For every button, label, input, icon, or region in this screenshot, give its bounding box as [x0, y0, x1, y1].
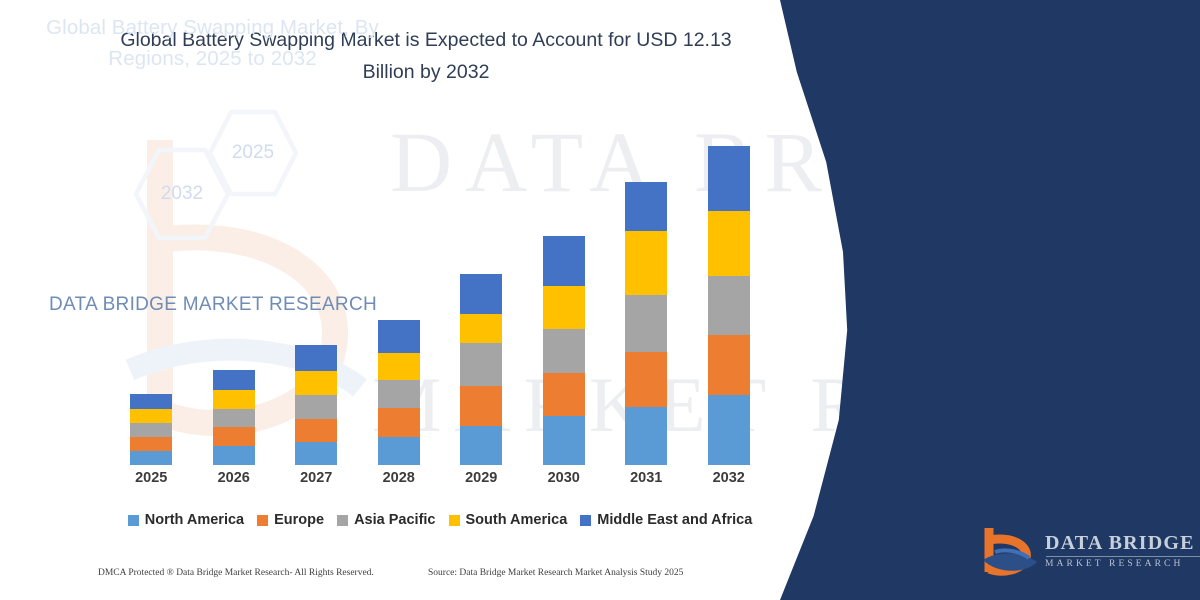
segment-north-america [542, 415, 585, 465]
x-tick-2027: 2027 [300, 470, 333, 486]
hexagon-2025: 2025 [206, 108, 300, 198]
segment-middle-east-and-africa [295, 344, 338, 372]
logo-mark-icon [981, 524, 1041, 578]
segment-europe [295, 418, 338, 443]
segment-north-america [625, 406, 668, 465]
segment-north-america [212, 446, 255, 465]
segment-south-america [625, 231, 668, 295]
segment-middle-east-and-africa [542, 236, 585, 286]
x-tick-2031: 2031 [630, 470, 663, 486]
segment-south-america [377, 352, 420, 381]
right-panel-title: Global Battery Swapping Market, By Regio… [46, 16, 379, 70]
hexagon-2025-label: 2025 [231, 142, 275, 163]
hexagon-2032: 2032 [132, 146, 232, 242]
segment-south-america [212, 389, 255, 410]
x-tick-2029: 2029 [465, 470, 498, 486]
segment-europe [625, 351, 668, 407]
segment-middle-east-and-africa [130, 394, 173, 409]
segment-north-america [130, 450, 173, 465]
legend-label: South America [465, 512, 568, 528]
x-axis-tick-labels: 2025 2026 2027 2028 2029 2030 2031 2032 [110, 470, 770, 496]
segment-asia-pacific [295, 394, 338, 419]
bar-2026[interactable] [212, 370, 255, 465]
logo-b-icon [983, 528, 1037, 576]
segment-north-america [295, 442, 338, 465]
right-panel-background [780, 0, 1200, 600]
legend-item-middle-east-and-africa[interactable]: Middle East and Africa [580, 512, 752, 528]
segment-asia-pacific [542, 328, 585, 373]
segment-asia-pacific [625, 294, 668, 352]
x-tick-2032: 2032 [712, 470, 745, 486]
chart-legend: North America Europe Asia Pacific South Ame… [110, 512, 770, 528]
x-tick-2028: 2028 [382, 470, 415, 486]
hexagon-outline-icon [207, 109, 299, 197]
x-tick-2025: 2025 [135, 470, 168, 486]
hexagon-2032-label: 2032 [160, 183, 204, 204]
segment-south-america [130, 408, 173, 423]
segment-asia-pacific [212, 409, 255, 428]
hexagon-group: 2025 2032 [120, 108, 320, 241]
segment-middle-east-and-africa [212, 370, 255, 390]
legend-item-europe[interactable]: Europe [257, 512, 324, 528]
segment-europe [212, 427, 255, 447]
segment-south-america [295, 371, 338, 395]
segment-south-america [542, 285, 585, 329]
segment-middle-east-and-africa [625, 182, 668, 232]
legend-label: Asia Pacific [354, 512, 436, 528]
legend-label: North America [144, 512, 245, 528]
bar-2031[interactable] [625, 182, 668, 465]
segment-europe [707, 335, 750, 396]
legend-label: Europe [274, 512, 325, 528]
logo-divider [1046, 555, 1200, 557]
segment-south-america [707, 210, 750, 277]
segment-asia-pacific [130, 422, 173, 437]
legend-item-north-america[interactable]: North America [127, 512, 245, 528]
footer-dmca-text: DMCA Protected ® Data Bridge Market Rese… [98, 568, 374, 578]
legend-swatch-icon [337, 514, 349, 526]
chart-title: Global Battery Swapping Market is Expect… [120, 29, 732, 83]
bar-2027[interactable] [295, 344, 338, 465]
legend-swatch-icon [580, 514, 592, 526]
legend-label: Middle East and Africa [597, 512, 753, 528]
bar-2025[interactable] [130, 394, 173, 465]
segment-europe [460, 386, 503, 427]
legend-item-asia-pacific[interactable]: Asia Pacific [337, 512, 436, 528]
segment-north-america [707, 395, 750, 465]
segment-europe [130, 436, 173, 451]
segment-europe [542, 372, 585, 416]
legend-item-south-america[interactable]: South America [448, 512, 568, 528]
bar-2032[interactable] [707, 146, 750, 465]
x-tick-2026: 2026 [217, 470, 250, 486]
footer-source-text: Source: Data Bridge Market Research Mark… [428, 568, 684, 578]
logo-text-block: DATA BRIDGE MARKET RESEARCH [1045, 533, 1200, 570]
data-bridge-logo: DATA BRIDGE MARKET RESEARCH [981, 522, 1200, 580]
x-tick-2030: 2030 [547, 470, 580, 486]
segment-europe [377, 408, 420, 438]
bar-2030[interactable] [542, 236, 585, 465]
legend-swatch-icon [127, 514, 139, 526]
segment-north-america [460, 426, 503, 465]
segment-asia-pacific [377, 380, 420, 409]
legend-swatch-icon [448, 514, 460, 526]
logo-subtitle: MARKET RESEARCH [1045, 558, 1184, 569]
segment-middle-east-and-africa [460, 273, 503, 315]
segment-asia-pacific [707, 276, 750, 336]
right-panel-brand-text: DATA BRIDGE MARKET RESEARCH [49, 294, 377, 315]
segment-middle-east-and-africa [707, 146, 750, 211]
logo-title: DATA BRIDGE [1045, 531, 1195, 554]
bar-2029[interactable] [460, 273, 503, 465]
footer: DMCA Protected ® Data Bridge Market Rese… [0, 566, 800, 590]
segment-south-america [460, 314, 503, 344]
legend-swatch-icon [257, 514, 269, 526]
segment-middle-east-and-africa [377, 319, 420, 353]
bar-2028[interactable] [377, 319, 420, 465]
segment-north-america [377, 437, 420, 465]
segment-asia-pacific [460, 343, 503, 387]
